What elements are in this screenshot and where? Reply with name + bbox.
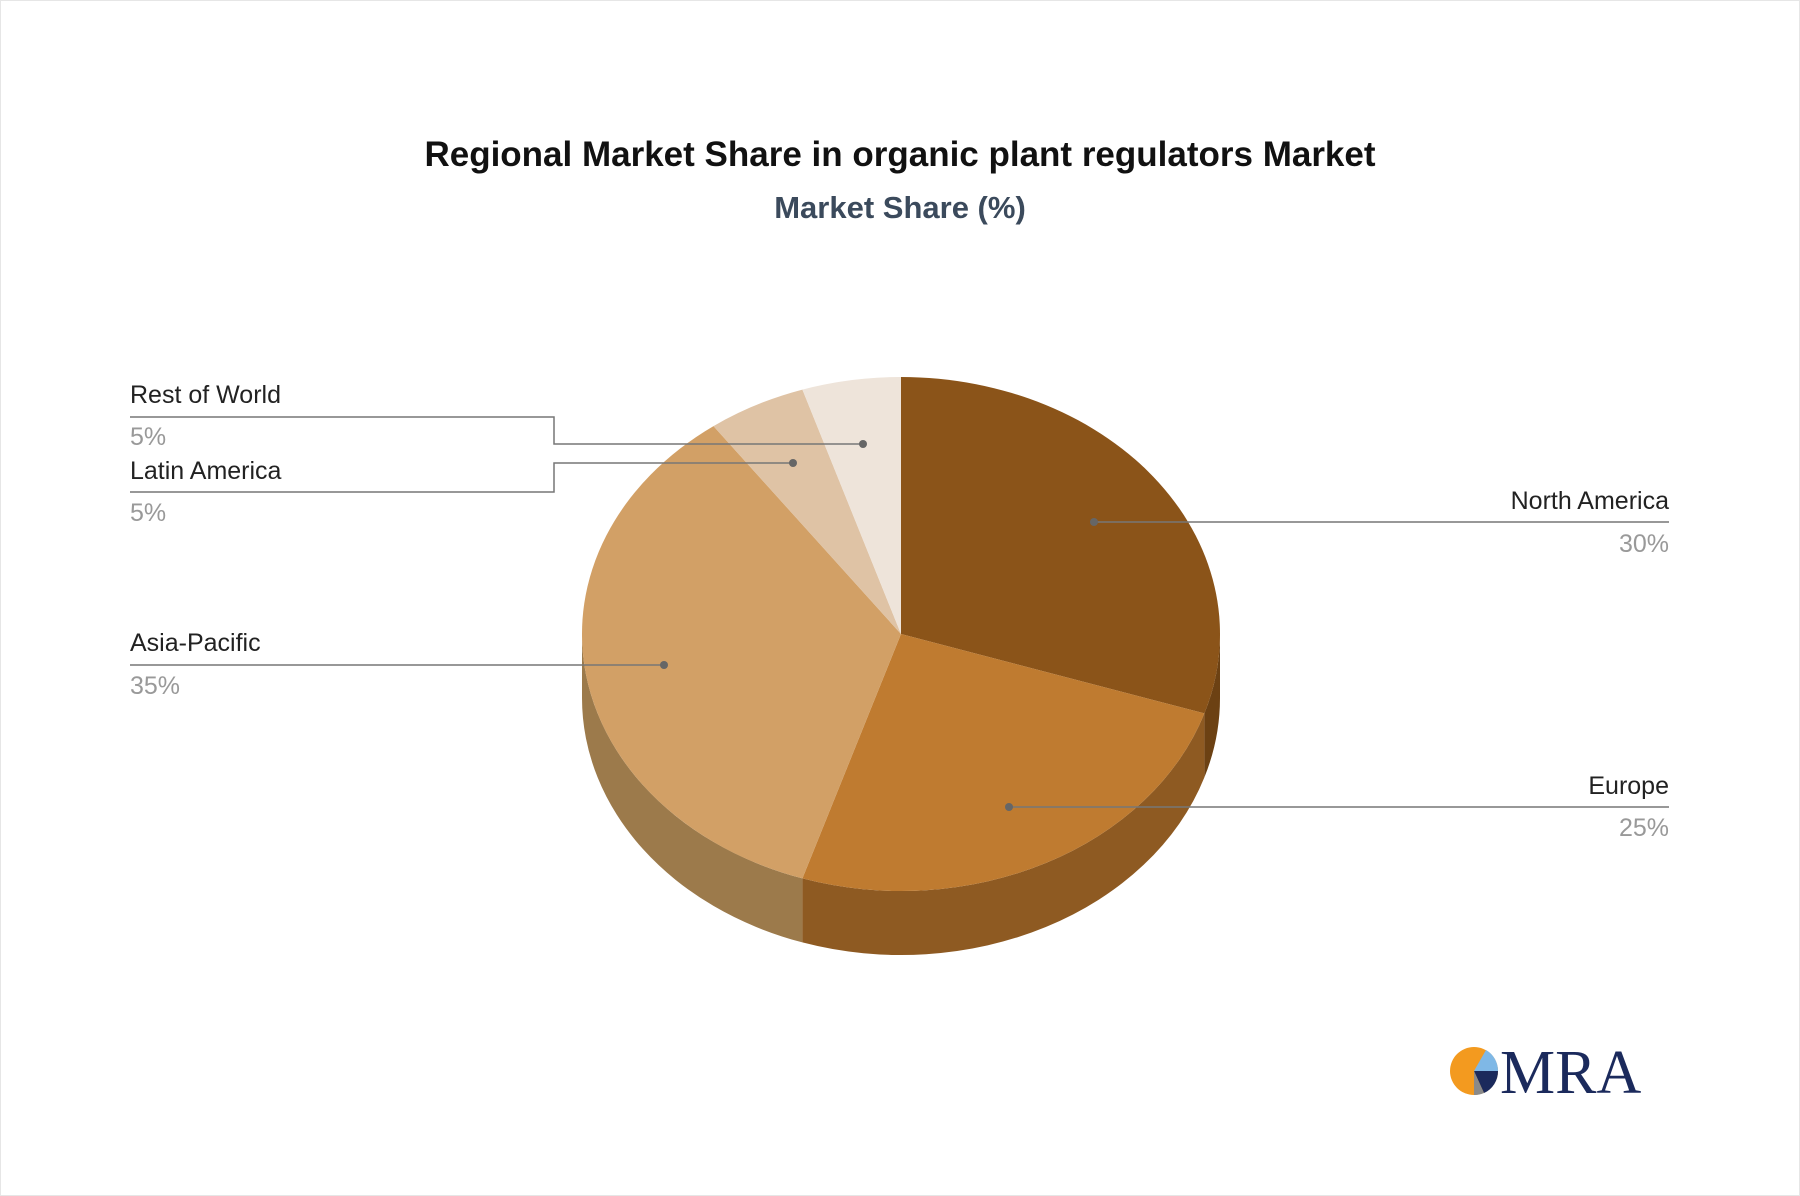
side-europe bbox=[802, 713, 1205, 955]
leader-europe bbox=[1005, 803, 1669, 811]
side-north-america bbox=[1204, 634, 1220, 778]
label-asia-pacific: Asia-Pacific bbox=[130, 629, 261, 657]
label-rest-of-world: Rest of World bbox=[130, 381, 281, 409]
label-latin-america: Latin America bbox=[130, 457, 282, 485]
value-latin-america: 5% bbox=[130, 499, 166, 527]
leader-latin-america bbox=[130, 459, 797, 493]
pie-slices bbox=[582, 377, 1220, 891]
value-rest-of-world: 5% bbox=[130, 423, 166, 451]
slice-north-america bbox=[901, 377, 1220, 714]
label-north-america: North America bbox=[1511, 487, 1669, 515]
pie-sides bbox=[582, 634, 1220, 955]
mra-logo: MRA bbox=[1450, 1039, 1641, 1107]
leader-asia-pacific bbox=[130, 661, 668, 669]
slice-europe bbox=[802, 634, 1205, 891]
slice-asia-pacific bbox=[582, 426, 901, 879]
chart-title: Regional Market Share in organic plant r… bbox=[424, 135, 1376, 174]
value-europe: 25% bbox=[1619, 814, 1669, 842]
chart-subtitle: Market Share (%) bbox=[774, 190, 1026, 225]
label-europe: Europe bbox=[1588, 772, 1669, 800]
side-asia-pacific bbox=[582, 634, 803, 943]
logo-text: MRA bbox=[1500, 1039, 1641, 1107]
slice-rest-of-world bbox=[802, 377, 901, 634]
slice-latin-america bbox=[713, 389, 901, 634]
value-asia-pacific: 35% bbox=[130, 672, 180, 700]
leader-rest-of-world bbox=[130, 416, 867, 448]
leader-north-america bbox=[1090, 518, 1669, 526]
value-north-america: 30% bbox=[1619, 530, 1669, 558]
